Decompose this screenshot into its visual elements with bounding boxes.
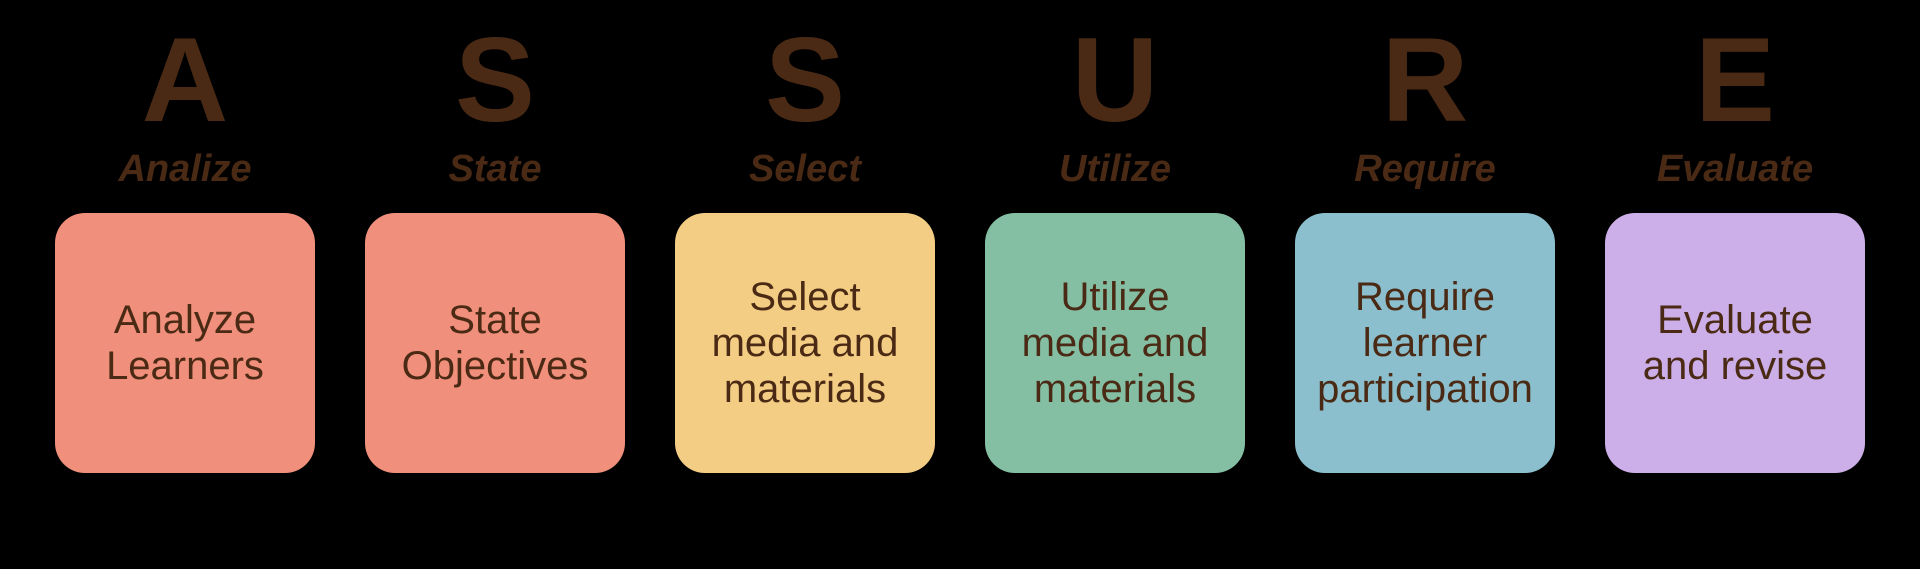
step-card: State Objectives <box>365 213 625 473</box>
step-select: S Select Select media and materials <box>675 20 935 473</box>
step-description: State Objectives <box>383 297 607 389</box>
step-card: Require learner participation <box>1295 213 1555 473</box>
step-keyword: Require <box>1354 148 1495 191</box>
step-analyze: A Analize Analyze Learners <box>55 20 315 473</box>
step-utilize: U Utilize Utilize media and materials <box>985 20 1245 473</box>
step-card: Select media and materials <box>675 213 935 473</box>
step-card: Evaluate and revise <box>1605 213 1865 473</box>
step-letter: S <box>455 20 535 140</box>
step-evaluate: E Evaluate Evaluate and revise <box>1605 20 1865 473</box>
step-keyword: Analize <box>118 148 251 191</box>
step-description: Require learner participation <box>1313 274 1537 412</box>
step-keyword: Evaluate <box>1657 148 1813 191</box>
step-letter: A <box>142 20 229 140</box>
assure-model-row: A Analize Analyze Learners S State State… <box>0 0 1920 513</box>
step-keyword: State <box>449 148 542 191</box>
step-letter: S <box>765 20 845 140</box>
step-description: Select media and materials <box>693 274 917 412</box>
step-keyword: Select <box>749 148 861 191</box>
step-keyword: Utilize <box>1059 148 1171 191</box>
step-description: Utilize media and materials <box>1003 274 1227 412</box>
step-letter: E <box>1695 20 1775 140</box>
step-require: R Require Require learner participation <box>1295 20 1555 473</box>
step-card: Analyze Learners <box>55 213 315 473</box>
step-state: S State State Objectives <box>365 20 625 473</box>
step-description: Analyze Learners <box>73 297 297 389</box>
step-description: Evaluate and revise <box>1623 297 1847 389</box>
step-letter: U <box>1072 20 1159 140</box>
step-letter: R <box>1382 20 1469 140</box>
step-card: Utilize media and materials <box>985 213 1245 473</box>
